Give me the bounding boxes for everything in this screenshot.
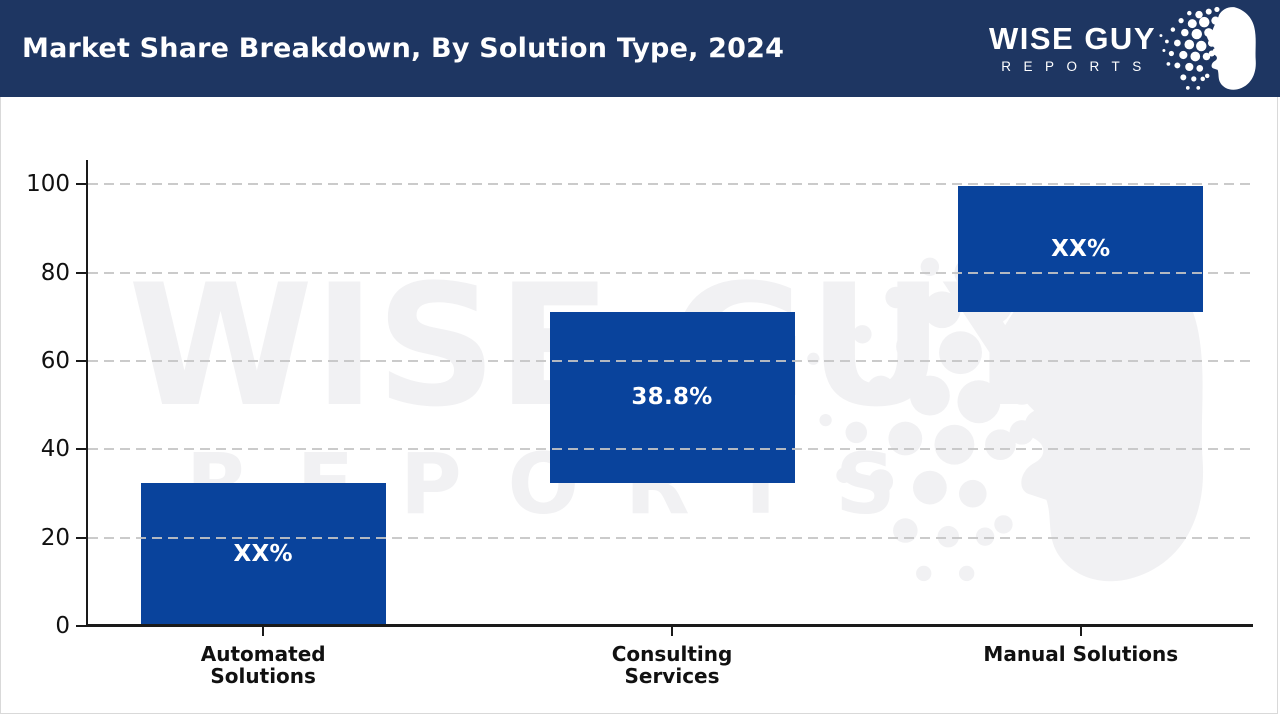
brand-name: WISE GUY — [988, 21, 1156, 57]
brand-tagline: REPORTS — [1001, 59, 1154, 75]
y-tick-label: 20 — [40, 524, 70, 551]
y-axis-spine — [86, 160, 88, 627]
plot-area: 0 20 40 60 80 100 XX% Automated Solutions 38.8% Co… — [26, 160, 1256, 687]
y-tick-mark — [76, 271, 86, 274]
brand-logo-text: WISE GUY REPORTS — [989, 23, 1156, 74]
x-tick-label-manual-solutions: Manual Solutions — [911, 643, 1251, 665]
y-tick-label: 0 — [55, 613, 70, 639]
x-tick-label-line: Services — [624, 664, 720, 688]
bar-value-label: XX% — [1051, 235, 1111, 262]
y-tick-mark — [76, 625, 86, 627]
y-tick-label: 80 — [40, 259, 70, 286]
gridline-y-80 — [88, 271, 1253, 274]
x-tick-mark — [262, 627, 265, 636]
x-tick-label-consulting-services: Consulting Services — [502, 643, 842, 687]
chart-title: Market Share Breakdown, By Solution Type… — [22, 33, 785, 64]
gridline-y-20 — [88, 536, 1253, 539]
y-tick-mark — [76, 448, 86, 451]
x-tick-mark — [671, 627, 673, 636]
brand-logo: WISE GUY REPORTS — [989, 4, 1258, 94]
brand-face-icon — [1159, 6, 1256, 90]
gridline-y-60 — [88, 359, 1253, 362]
x-tick-label-line: Automated — [200, 642, 326, 666]
x-tick-label-line: Solutions — [210, 664, 316, 688]
bar-manual-solutions: XX% — [958, 186, 1204, 312]
header-bar: Market Share Breakdown, By Solution Type… — [0, 0, 1280, 97]
y-tick-mark — [76, 183, 86, 186]
y-tick-label: 60 — [40, 347, 70, 374]
x-axis-spine — [86, 624, 1253, 627]
y-tick-mark — [76, 359, 86, 362]
bar-automated-solutions: XX% — [140, 482, 386, 626]
figure-border — [0, 97, 1278, 714]
x-tick-label-line: Consulting — [611, 642, 733, 666]
gridline-y-100 — [88, 183, 1253, 186]
gridline-y-40 — [88, 448, 1253, 451]
y-tick-label: 40 — [40, 436, 70, 463]
bar-consulting-services: 38.8% — [549, 311, 795, 483]
bar-value-label: XX% — [233, 541, 293, 568]
x-tick-mark — [1079, 627, 1082, 636]
y-tick-label: 100 — [26, 171, 70, 198]
bar-value-label: 38.8% — [631, 384, 713, 411]
y-tick-mark — [76, 536, 86, 539]
x-tick-label-line: Manual Solutions — [983, 642, 1179, 666]
x-tick-label-automated-solutions: Automated Solutions — [93, 643, 433, 687]
